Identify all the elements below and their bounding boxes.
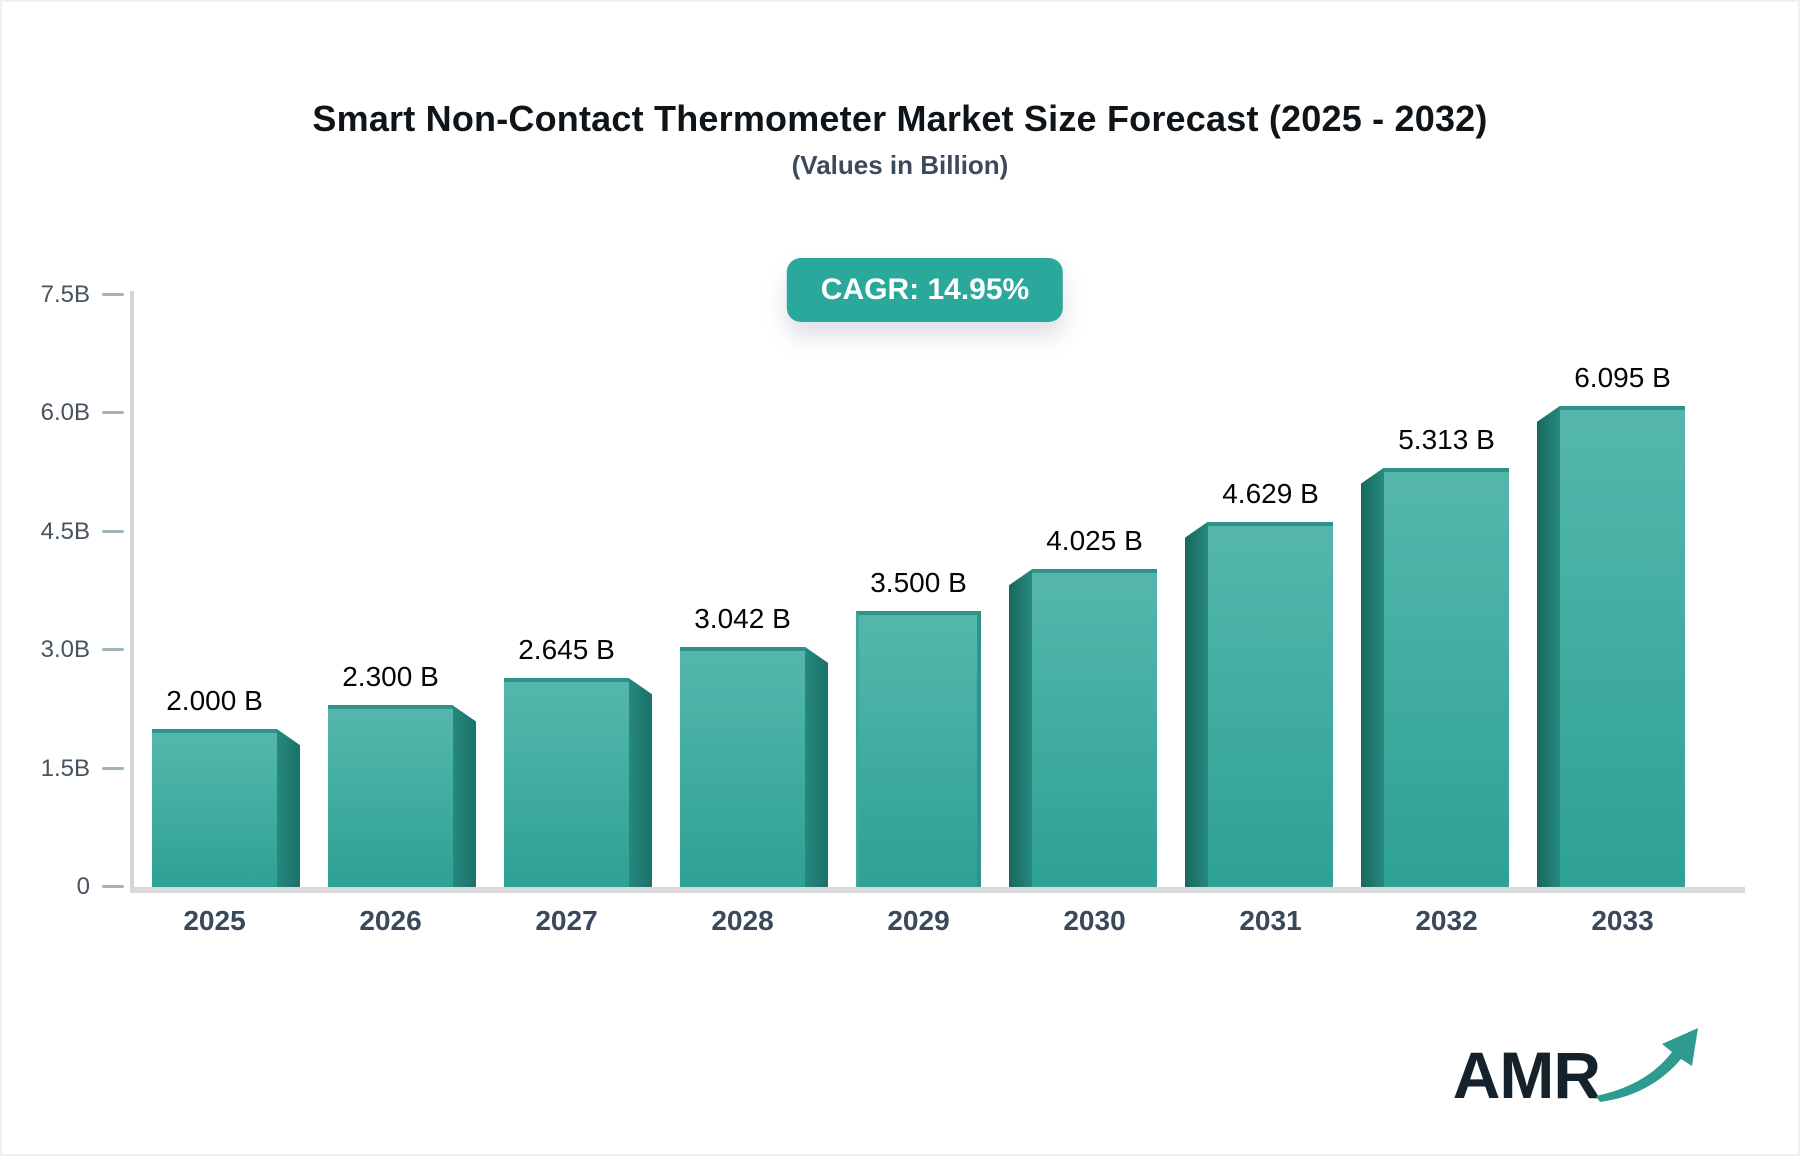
bar-2027 [504, 678, 629, 887]
bar-2032 [1384, 467, 1509, 887]
bar-value-label: 2.300 B [342, 661, 439, 693]
y-axis-label: 3.0B [40, 636, 90, 664]
bar-2026 [328, 705, 453, 887]
bar-2031 [1208, 521, 1333, 887]
bar-2033 [1560, 405, 1685, 887]
bar-value-label: 6.095 B [1574, 361, 1671, 393]
bar-value-label: 4.025 B [1046, 525, 1143, 557]
y-axis-tick [102, 529, 124, 533]
x-axis-label: 2028 [711, 905, 774, 936]
x-axis-label: 2031 [1239, 905, 1302, 936]
x-axis-label: 2030 [1063, 905, 1126, 936]
bar-2029 [856, 610, 981, 887]
bar-value-label: 4.629 B [1222, 477, 1319, 509]
y-axis-label: 6.0B [40, 399, 90, 427]
bar-side-face [629, 678, 652, 887]
brand-logo: AMR [1453, 1018, 1706, 1108]
bar-value-label: 2.645 B [518, 634, 615, 666]
y-axis-tick [102, 648, 124, 652]
y-axis-tick [102, 885, 124, 888]
y-axis-label: 7.5B [40, 281, 90, 308]
bar-side-face [805, 646, 828, 887]
bar-value-label: 2.000 B [166, 685, 263, 717]
y-axis-line [130, 291, 134, 893]
x-axis-label: 2032 [1415, 905, 1478, 936]
bar-side-face [453, 705, 476, 887]
bar-side-face [1361, 467, 1384, 887]
x-axis-line [130, 887, 1745, 893]
bar-side-face [1009, 569, 1032, 887]
y-axis-tick [102, 411, 124, 415]
y-axis-tick [102, 293, 124, 296]
y-axis-label: 4.5B [40, 517, 90, 545]
bar-2025 [152, 729, 277, 887]
chart-title: Smart Non-Contact Thermometer Market Siz… [312, 98, 1488, 139]
brand-logo-text: AMR [1452, 1038, 1601, 1112]
bar-side-face [1185, 521, 1208, 887]
bar-value-label: 3.500 B [870, 566, 967, 598]
x-axis-label: 2029 [887, 905, 950, 936]
cagr-badge: CAGR: 14.95% [786, 258, 1064, 322]
bar-value-label: 3.042 B [694, 602, 791, 634]
growth-arrow-icon [1596, 1028, 1698, 1102]
bar-value-label: 5.313 B [1398, 423, 1495, 455]
y-axis-tick [102, 766, 124, 770]
x-axis-label: 2025 [183, 905, 246, 936]
x-axis-label: 2027 [535, 905, 598, 936]
bar-2028 [680, 646, 805, 887]
bar-side-face [1537, 405, 1560, 887]
bar-2030 [1032, 569, 1157, 887]
x-axis-label: 2033 [1591, 905, 1654, 936]
x-axis-label: 2026 [359, 905, 422, 936]
y-axis-label: 1.5B [40, 754, 90, 782]
bar-side-face [277, 729, 300, 887]
y-axis-label: 0 [76, 873, 90, 900]
chart-subtitle: (Values in Billion) [791, 150, 1009, 180]
